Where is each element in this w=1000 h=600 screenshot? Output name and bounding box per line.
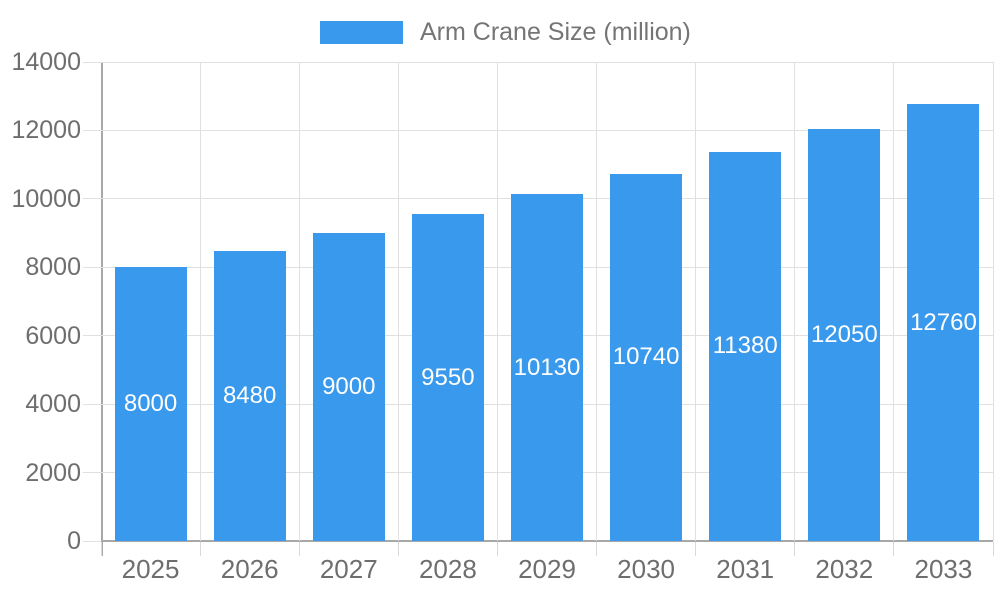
x-axis-tick (397, 542, 399, 556)
v-gridline (496, 62, 498, 541)
x-axis-tick (893, 542, 895, 556)
bar-value-label: 11380 (712, 332, 778, 360)
bar[interactable]: 10130 (511, 194, 583, 541)
v-gridline (596, 62, 598, 541)
x-axis-tick-label: 2027 (319, 554, 378, 584)
bar-value-label: 9000 (322, 373, 376, 401)
v-gridline (893, 62, 895, 541)
x-axis-tick (695, 542, 697, 556)
bar[interactable]: 9000 (312, 233, 385, 541)
bar[interactable]: 12050 (808, 128, 881, 541)
bar-value-label: 8000 (123, 390, 178, 418)
y-axis-tick (83, 540, 101, 542)
h-gridline (101, 129, 993, 131)
y-axis-tick (83, 266, 101, 268)
bar[interactable]: 10740 (610, 173, 683, 541)
y-axis-tick (83, 335, 101, 337)
bar[interactable]: 12760 (907, 104, 980, 541)
x-axis-tick-label: 2030 (617, 554, 676, 584)
y-axis-tick-label: 14000 (11, 48, 81, 76)
v-gridline (298, 62, 300, 541)
bar[interactable]: 11380 (709, 151, 782, 541)
y-axis-tick-label: 8000 (25, 253, 81, 282)
bar[interactable]: 9550 (411, 214, 484, 541)
bar-value-label: 9550 (421, 363, 475, 391)
x-axis-tick-label: 2032 (815, 554, 874, 584)
x-axis-line (101, 540, 993, 542)
v-gridline (794, 62, 796, 541)
x-axis-tick-label: 2026 (220, 554, 279, 584)
y-axis-tick-label: 6000 (25, 321, 81, 350)
x-axis-tick-label: 2028 (418, 554, 477, 584)
bar-value-label: 10130 (513, 353, 581, 381)
bar[interactable]: 8000 (114, 267, 187, 541)
v-gridline (199, 62, 201, 541)
x-axis-tick (596, 542, 598, 556)
v-gridline (992, 62, 994, 541)
x-axis-tick-label: 2031 (716, 554, 775, 584)
legend-swatch-icon (320, 20, 403, 44)
x-axis-tick (496, 542, 498, 556)
y-axis-tick (83, 129, 101, 131)
h-gridline (101, 61, 993, 63)
y-axis-tick-label: 10000 (11, 184, 81, 213)
y-axis-tick (83, 61, 101, 63)
legend-label: Arm Crane Size (million) (420, 18, 691, 46)
y-axis-tick (83, 403, 101, 405)
x-axis-tick (298, 542, 300, 556)
y-axis-line (101, 62, 103, 556)
plot-area: 8000 8480 9000 9550 10130 10740 11380 12050 1276… (101, 61, 994, 541)
bar-value-label: 8480 (222, 381, 277, 409)
x-axis-tick (992, 542, 994, 556)
y-axis-tick-label: 0 (67, 527, 81, 555)
y-axis-tick (83, 472, 101, 474)
x-axis-tick-label: 2033 (914, 554, 973, 584)
y-axis-tick-label: 2000 (25, 458, 81, 487)
bar-value-label: 12760 (910, 308, 977, 336)
y-axis-tick-label: 12000 (11, 116, 81, 145)
legend-item[interactable]: Arm Crane Size (million) (320, 15, 691, 49)
v-gridline (695, 62, 697, 541)
bar-value-label: 10740 (612, 343, 680, 371)
x-axis-tick-label: 2029 (518, 554, 576, 584)
bar-value-label: 12050 (810, 320, 878, 348)
x-axis-tick-label: 2025 (121, 554, 180, 584)
y-axis-tick (83, 198, 101, 200)
x-axis-tick (794, 542, 796, 556)
bar[interactable]: 8480 (213, 250, 286, 541)
x-axis-tick (199, 542, 201, 556)
y-axis-tick-label: 4000 (25, 390, 81, 419)
v-gridline (397, 62, 399, 541)
x-axis-tick (100, 542, 102, 556)
